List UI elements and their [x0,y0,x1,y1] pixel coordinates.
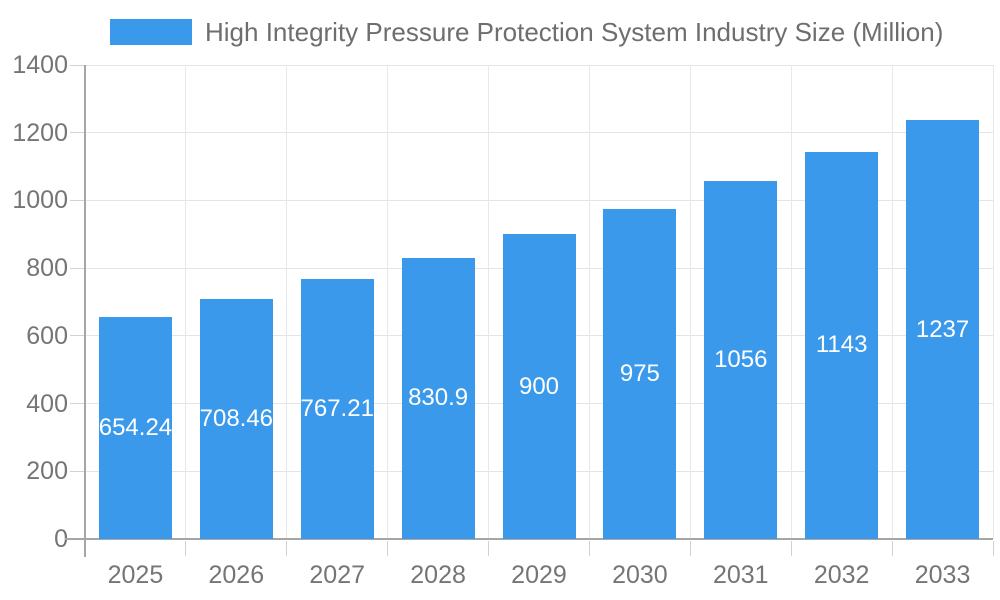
vertical-gridline [588,65,590,539]
y-axis-tick-label: 1400 [12,51,68,79]
y-axis-tick [70,132,85,134]
x-axis-tick [790,541,792,556]
y-axis-tick-label: 0 [54,525,68,553]
chart-legend[interactable]: High Integrity Pressure Protection Syste… [110,19,943,45]
x-axis-category-label: 2032 [813,561,870,589]
x-axis-category-label: 2027 [309,561,366,589]
bar-2025[interactable]: 654.24 [99,317,172,539]
y-axis-tick [70,64,85,66]
bar-2030[interactable]: 975 [603,208,677,539]
horizontal-gridline [85,64,993,66]
x-axis-category-label: 2033 [914,561,971,589]
x-axis-category-label: 2031 [712,561,769,589]
bar-value-label: 830.9 [408,384,469,412]
x-axis-tick [387,541,389,556]
bar-2027[interactable]: 767.21 [301,279,374,539]
vertical-gridline [488,65,490,539]
x-axis-tick [689,541,691,556]
x-axis-tick [588,541,590,556]
y-axis-tick-label: 1000 [12,186,68,215]
bar-value-label: 900 [518,372,560,400]
x-axis-line [65,538,993,540]
bar-value-label: 654.24 [98,414,173,442]
x-axis-tick [488,541,490,556]
x-axis-tick [992,541,994,556]
x-axis-category-label: 2026 [208,561,265,589]
bar-value-label: 708.46 [199,405,274,433]
vertical-gridline [286,65,288,539]
bar-2028[interactable]: 830.9 [401,257,475,539]
bar-value-label: 975 [619,359,660,387]
x-axis-category-label: 2030 [612,561,668,589]
vertical-gridline [185,65,187,539]
vertical-gridline [689,65,691,539]
y-axis-tick [70,470,85,472]
vertical-gridline [790,65,792,539]
vertical-gridline [992,65,994,539]
y-axis-tick-label: 200 [26,457,68,486]
bar-value-label: 1056 [714,346,768,374]
y-axis-tick [70,335,85,337]
horizontal-gridline [85,199,993,201]
bar-2032[interactable]: 1143 [805,152,879,539]
bar-2026[interactable]: 708.46 [200,299,273,539]
bar-value-label: 767.21 [300,395,374,423]
bar-2033[interactable]: 1237 [906,120,980,539]
y-axis-tick-label: 800 [26,254,68,283]
y-axis-tick [70,267,85,269]
y-axis-tick [70,199,85,201]
vertical-gridline [891,65,893,539]
y-axis-tick-label: 600 [26,321,68,350]
bar-2031[interactable]: 1056 [704,181,778,539]
y-axis-tick [70,403,85,405]
y-axis-line [84,65,86,557]
vertical-gridline [387,65,389,539]
x-axis-category-label: 2025 [107,561,164,589]
horizontal-gridline [85,132,993,134]
x-axis-category-label: 2028 [410,561,466,589]
legend-swatch [110,19,192,45]
y-axis-tick-label: 1200 [12,118,68,147]
x-axis-tick [286,541,288,556]
x-axis-tick [185,541,187,556]
legend-label: High Integrity Pressure Protection Syste… [205,17,944,47]
x-axis-tick [891,541,893,556]
bar-value-label: 1143 [815,331,868,359]
x-axis-category-label: 2029 [511,561,567,589]
y-axis-tick-label: 400 [26,389,68,418]
bar-value-label: 1237 [915,315,970,343]
bar-2029[interactable]: 900 [502,234,576,539]
